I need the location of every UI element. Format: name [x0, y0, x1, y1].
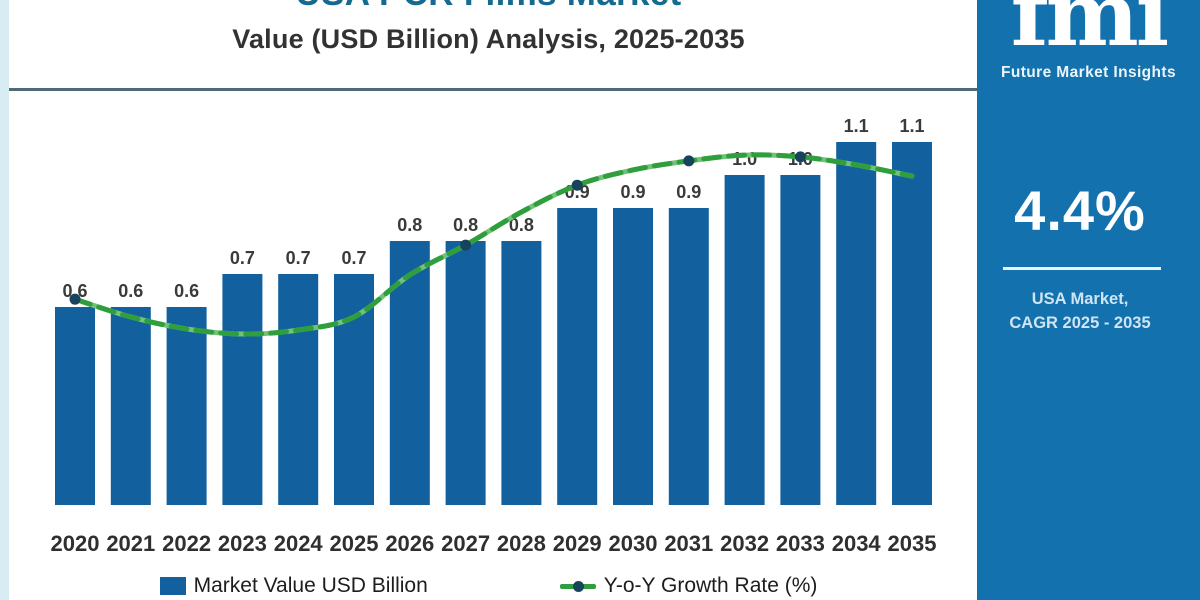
marker-dot-icon — [572, 580, 584, 592]
year-label-2024: 2024 — [274, 531, 324, 556]
legend-label-growth-rate: Y-o-Y Growth Rate (%) — [603, 574, 818, 597]
legend-item-growth-rate: Y-o-Y Growth Rate (%) — [559, 574, 818, 598]
legend-label-market-value: Market Value USD Billion — [193, 574, 428, 597]
bar-2032 — [724, 175, 765, 505]
growth-marker-2027 — [460, 239, 472, 251]
brand-sidebar: fmi ® Future Market Insights 4.4% USA Ma… — [977, 0, 1200, 600]
bar-value-label-2034: 1.1 — [844, 116, 869, 136]
header-divider-line — [9, 88, 977, 91]
bar-swatch-icon — [159, 577, 186, 595]
legend-item-market-value: Market Value USD Billion — [159, 574, 428, 598]
year-label-2027: 2027 — [441, 531, 490, 556]
bar-2035 — [892, 142, 932, 505]
bar-value-label-2025: 0.7 — [341, 248, 366, 268]
bar-value-label-2020: 0.6 — [62, 281, 87, 301]
cagr-divider-line — [1003, 267, 1161, 270]
growth-marker-2029 — [571, 179, 583, 191]
bar-2021 — [110, 307, 151, 505]
bar-value-label-2030: 0.9 — [620, 182, 645, 202]
bar-value-label-2032: 1.0 — [732, 149, 757, 169]
growth-marker-2033 — [794, 151, 806, 163]
cagr-label: USA Market, CAGR 2025 - 2035 — [977, 288, 1183, 336]
bar-value-label-2027: 0.8 — [453, 215, 478, 235]
year-label-2026: 2026 — [385, 531, 434, 556]
bar-2030 — [613, 208, 653, 505]
cagr-label-line2: CAGR 2025 - 2035 — [1009, 313, 1151, 332]
bar-value-label-2035: 1.1 — [899, 116, 924, 136]
line-dot-swatch-icon — [559, 580, 596, 592]
year-label-2031: 2031 — [664, 531, 713, 556]
bar-2023 — [222, 274, 263, 505]
chart-title: USA PCR Films Market — [0, 0, 977, 14]
bar-2025 — [334, 274, 374, 505]
left-accent-strip — [0, 0, 9, 600]
bar-2026 — [389, 241, 430, 505]
bar-2033 — [780, 175, 821, 505]
cagr-value: 4.4% — [1014, 179, 1146, 242]
growth-line — [72, 152, 915, 337]
year-label-2025: 2025 — [330, 531, 379, 556]
cagr-label-line1: USA Market, — [1031, 290, 1129, 308]
fmi-logo-text: fmi — [1010, 0, 1169, 66]
growth-marker-2031 — [683, 155, 695, 167]
bar-2020 — [55, 307, 95, 505]
year-label-2021: 2021 — [106, 531, 155, 556]
legend: Market Value USD Billion Y-o-Y Growth Ra… — [0, 574, 977, 598]
chart-subtitle: Value (USD Billion) Analysis, 2025-2035 — [232, 24, 745, 54]
bar-value-label-2026: 0.8 — [397, 215, 422, 235]
bar-value-label-2024: 0.7 — [286, 248, 311, 268]
bar-value-label-2023: 0.7 — [230, 248, 255, 268]
year-label-2028: 2028 — [497, 531, 546, 556]
growth-marker-2020 — [69, 293, 81, 305]
fmi-logo-subtitle: Future Market Insights — [1000, 64, 1177, 81]
bar-2031 — [668, 208, 709, 505]
year-label-2029: 2029 — [553, 531, 602, 556]
bar-value-label-2028: 0.8 — [509, 215, 534, 235]
chart-header: USA PCR Films Market Value (USD Billion)… — [0, 0, 977, 88]
year-label-2032: 2032 — [720, 531, 769, 556]
year-label-2034: 2034 — [832, 531, 882, 556]
fmi-logo: fmi ® — [977, 0, 1200, 58]
bar-2028 — [501, 241, 542, 505]
year-label-2033: 2033 — [776, 531, 825, 556]
bar-2034 — [836, 142, 877, 505]
bar-value-label-2021: 0.6 — [118, 281, 143, 301]
chart-canvas: 0.6 2020 0.6 2021 0.6 2022 0.7 2023 0.7 2024 0.7 20… — [51, 116, 937, 556]
bar-2022 — [166, 307, 207, 505]
bar-2029 — [557, 208, 598, 505]
year-label-2035: 2035 — [888, 531, 937, 556]
year-label-2022: 2022 — [162, 531, 211, 556]
bar-2027 — [445, 241, 486, 505]
year-label-2020: 2020 — [51, 531, 100, 556]
year-label-2030: 2030 — [609, 531, 658, 556]
year-label-2023: 2023 — [218, 531, 267, 556]
bar-value-label-2031: 0.9 — [676, 182, 701, 202]
bar-2024 — [278, 274, 319, 505]
bar-value-label-2022: 0.6 — [174, 281, 199, 301]
